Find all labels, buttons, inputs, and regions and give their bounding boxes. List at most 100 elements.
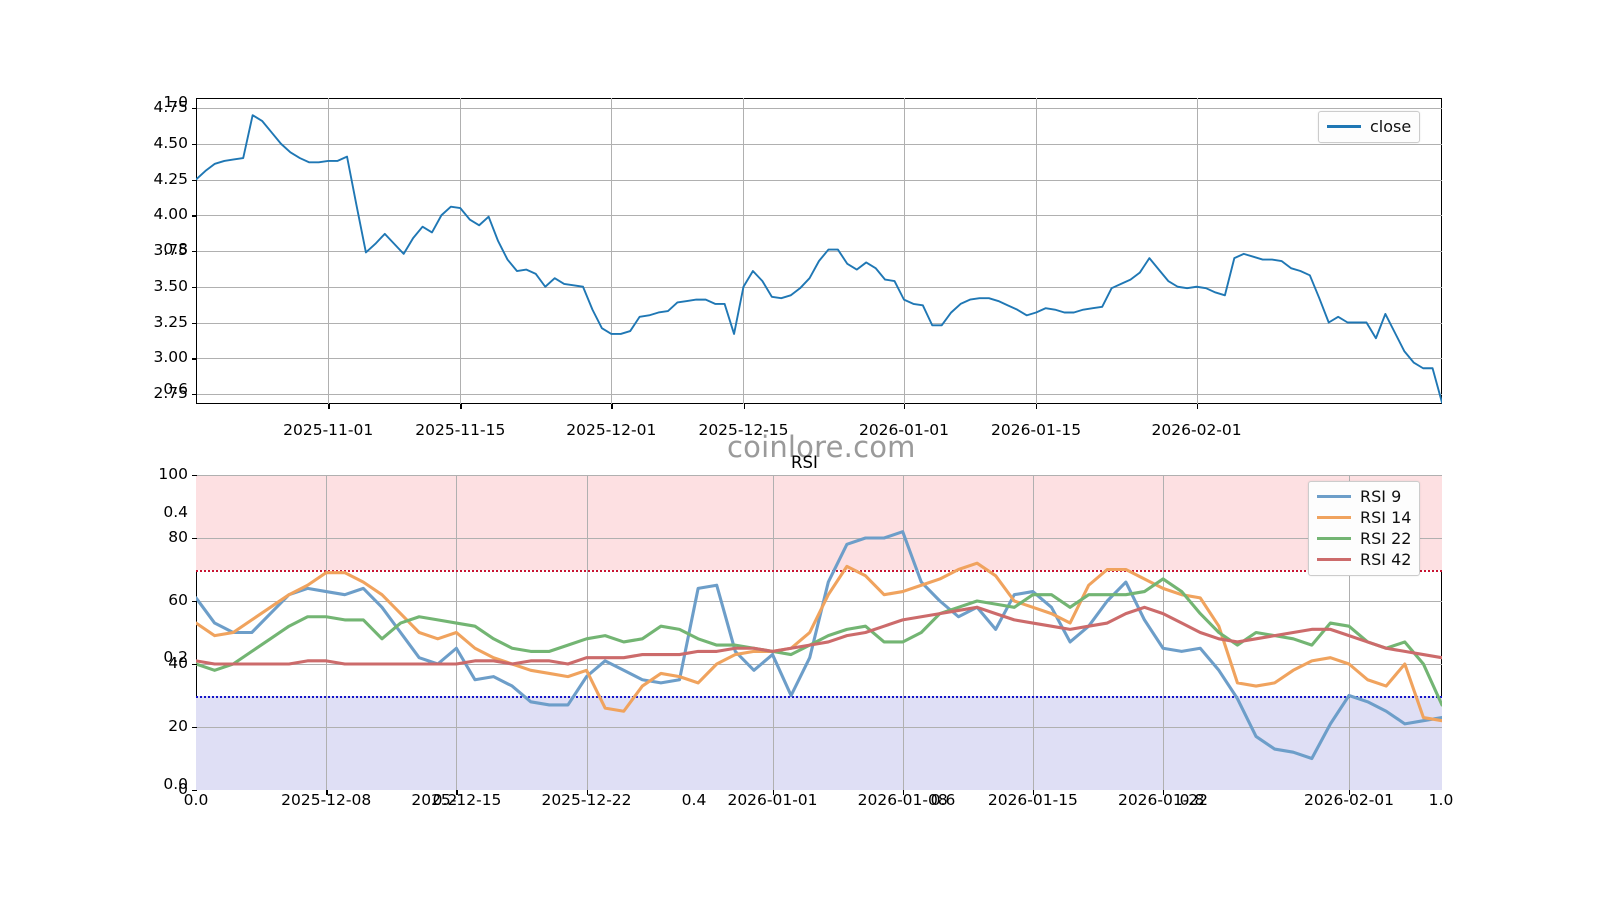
rsi-legend-label: RSI 42	[1360, 550, 1412, 569]
rsi-oversold-threshold	[196, 695, 1442, 698]
rsi-background-y-tick-label: 0.2	[163, 648, 188, 666]
price-y-tick-label: 4.50	[153, 133, 188, 152]
price-legend-label: close	[1370, 117, 1412, 136]
price-y-tick-mark	[192, 358, 197, 360]
price-gridline-h	[196, 286, 1442, 288]
rsi-x-tick-label: 2026-01-01	[727, 791, 818, 809]
rsi-gridline-v	[902, 475, 904, 790]
price-gridline-h	[196, 179, 1442, 181]
price-y-tick-mark	[192, 143, 197, 146]
price-y-tick-mark	[192, 251, 197, 253]
price-y-tick-label: 4.00	[153, 205, 188, 224]
price-x-tick-label: 2025-11-01	[283, 421, 374, 439]
price-gridline-v	[1036, 98, 1038, 404]
price-chart-canvas	[196, 98, 1442, 404]
rsi-gridline-v	[1032, 475, 1034, 790]
rsi-chart-legend[interactable]: RSI 9 RSI 14 RSI 22 RSI 42	[1308, 481, 1421, 576]
rsi-overbought-threshold	[196, 569, 1442, 572]
price-x-tick-label: 2025-11-15	[415, 421, 506, 439]
rsi-legend-item[interactable]: RSI 9	[1317, 486, 1411, 507]
price-legend-item[interactable]: close	[1327, 116, 1411, 137]
rsi-background-x-tick-label: 0.4	[681, 791, 707, 809]
rsi-y-tick-mark	[192, 664, 197, 666]
rsi-gridline-h	[196, 664, 1442, 665]
legend-line-swatch	[1317, 516, 1351, 519]
price-y-tick-label: 3.25	[153, 312, 188, 331]
rsi-background-x-tick-label: 0.8	[1179, 791, 1205, 809]
rsi-series-lines	[196, 530, 1442, 761]
price-y-tick-label: 3.50	[153, 276, 188, 295]
price-x-tick-mark	[1036, 404, 1038, 409]
price-y-tick-label: 3.00	[153, 348, 188, 367]
rsi-oversold-band	[196, 695, 1442, 790]
price-gridline-h	[196, 251, 1442, 252]
rsi-y-tick-label: 80	[168, 528, 188, 546]
rsi-line-rsi-9	[196, 530, 1442, 761]
rsi-x-tick-label: 2025-12-22	[541, 791, 632, 809]
rsi-x-tick-mark	[1349, 790, 1351, 795]
price-gridline-v	[460, 98, 462, 404]
rsi-legend-item[interactable]: RSI 22	[1317, 528, 1411, 549]
rsi-background-x-tick-label: 0.0	[183, 791, 209, 809]
rsi-x-tick-label: 2026-01-08	[857, 791, 948, 809]
legend-line-swatch	[1317, 558, 1351, 561]
rsi-gridline-h	[196, 727, 1442, 728]
price-gridline-h	[196, 393, 1442, 395]
rsi-gridline-v	[326, 475, 328, 790]
rsi-y-tick-label: 60	[168, 591, 188, 609]
price-x-tick-mark	[328, 404, 330, 409]
watermark: coinlore.com	[727, 430, 916, 464]
price-x-tick-mark	[611, 404, 613, 409]
legend-line-swatch	[1317, 495, 1351, 498]
rsi-x-tick-mark	[456, 790, 458, 795]
price-gridline-v	[1196, 98, 1198, 404]
rsi-background-x-tick-label: 0.6	[930, 791, 956, 809]
price-y-tick-mark	[192, 215, 197, 217]
rsi-legend-label: RSI 14	[1360, 508, 1412, 527]
price-x-tick-label: 2026-01-15	[991, 421, 1082, 439]
rsi-legend-item[interactable]: RSI 14	[1317, 507, 1411, 528]
price-x-tick-label: 2026-01-01	[858, 421, 950, 439]
rsi-y-tick-mark	[192, 601, 197, 603]
rsi-y-tick-label: 40	[168, 654, 188, 672]
price-background-y-tick-label: 0.8	[163, 240, 188, 258]
price-gridline-v	[328, 98, 330, 404]
rsi-gridline-v	[586, 475, 588, 790]
rsi-y-tick-label: 0	[178, 780, 188, 798]
rsi-y-tick-label: 20	[168, 717, 188, 735]
legend-line-swatch	[1317, 537, 1351, 540]
price-y-tick-label: 3.75	[153, 241, 188, 259]
price-gridline-v	[743, 98, 745, 404]
price-y-tick-mark	[192, 394, 197, 396]
rsi-background-y-tick-label: 0.0	[163, 775, 188, 793]
price-x-tick-mark	[460, 404, 462, 409]
rsi-gridline-v	[1349, 475, 1350, 790]
rsi-y-tick-label: 100	[158, 465, 188, 483]
price-x-tick-mark	[743, 404, 745, 409]
price-x-tick-mark	[1196, 404, 1198, 409]
price-y-tick-mark	[192, 179, 197, 181]
price-close-line	[196, 114, 1442, 404]
price-chart-legend[interactable]: close	[1318, 111, 1421, 143]
rsi-background-x-tick-label: 0.2	[432, 791, 458, 809]
price-gridline-h	[196, 215, 1442, 217]
price-y-tick-label: 4.25	[153, 169, 188, 188]
price-background-y-tick-label: 1.0	[163, 93, 188, 111]
rsi-gridline-h	[196, 601, 1442, 602]
price-gridline-h	[196, 108, 1442, 109]
rsi-legend-label: RSI 22	[1360, 529, 1412, 548]
rsi-x-tick-label: 2026-01-15	[987, 791, 1078, 809]
rsi-x-tick-label: 2025-12-15	[411, 791, 502, 809]
rsi-x-tick-mark	[326, 790, 328, 795]
rsi-y-tick-mark	[192, 790, 197, 792]
rsi-legend-item[interactable]: RSI 42	[1317, 549, 1411, 570]
rsi-overbought-band	[196, 475, 1442, 570]
rsi-legend-label: RSI 9	[1360, 487, 1402, 506]
rsi-line-rsi-42	[196, 605, 1442, 666]
rsi-x-tick-label: 2026-02-01	[1303, 791, 1395, 809]
rsi-y-tick-mark	[192, 475, 197, 477]
price-gridline-v	[903, 98, 905, 404]
price-y-tick-mark	[192, 286, 197, 289]
rsi-background-x-tick-label: 1.0	[1428, 791, 1454, 809]
rsi-gridline-v	[772, 475, 774, 790]
